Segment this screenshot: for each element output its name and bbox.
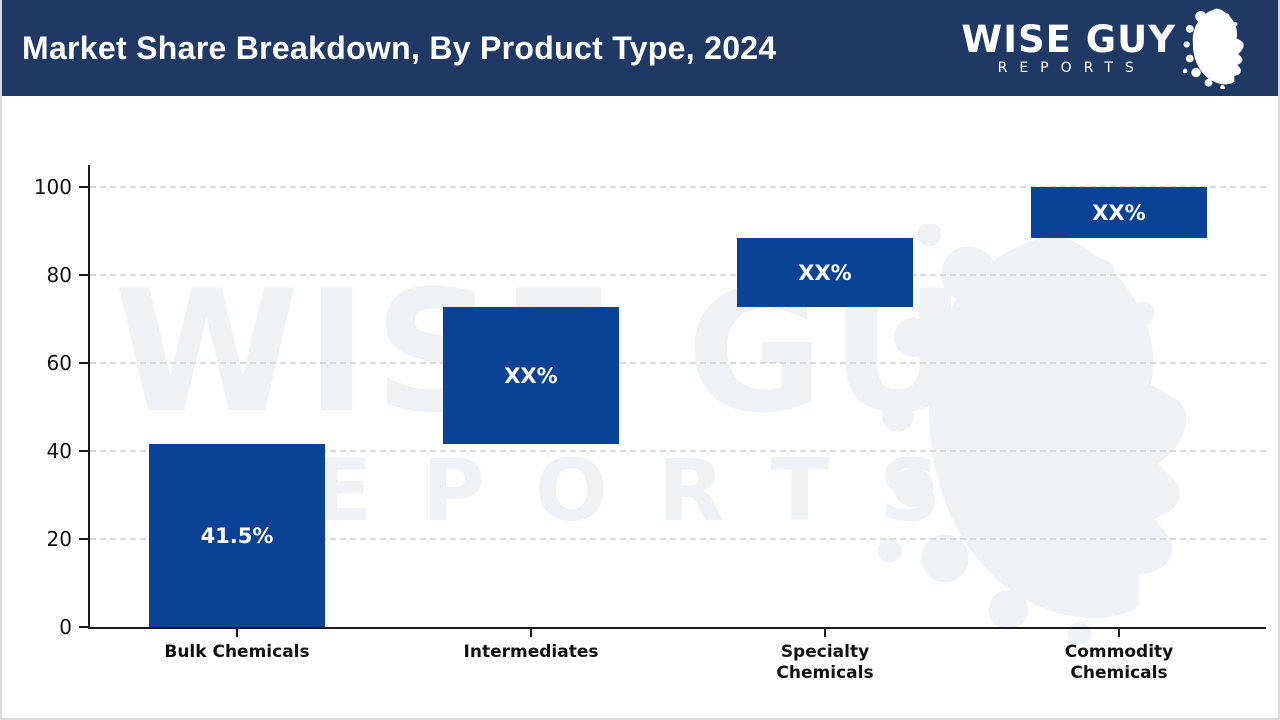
x-category-label: Intermediates (463, 642, 599, 662)
y-tick-label: 80 (46, 263, 72, 287)
bar-value-label: XX% (798, 260, 852, 285)
gridline (90, 186, 1266, 188)
x-axis-line (88, 627, 1266, 629)
page-title: Market Share Breakdown, By Product Type,… (22, 29, 777, 66)
gridline (90, 362, 1266, 364)
gridline (90, 450, 1266, 452)
logo-wordmark: WISE GUY (961, 18, 1176, 61)
y-tick-mark (79, 538, 88, 540)
gridline (90, 538, 1266, 540)
x-tick-mark (236, 629, 238, 637)
y-tick-label: 0 (59, 615, 72, 639)
bar-3: XX% (737, 238, 913, 308)
x-category-label: Bulk Chemicals (164, 642, 310, 662)
wiseguy-logo: WISE GUY REPORTS (961, 7, 1260, 89)
y-tick-label: 60 (46, 351, 72, 375)
bar-value-label: XX% (1092, 200, 1146, 225)
bar-2: XX% (443, 307, 619, 445)
y-tick-mark (79, 626, 88, 628)
y-tick-mark (79, 274, 88, 276)
x-category-label: Specialty Chemicals (776, 642, 874, 684)
y-tick-label: 40 (46, 439, 72, 463)
logo-subtitle: REPORTS (997, 60, 1146, 76)
header-bar: Market Share Breakdown, By Product Type,… (2, 0, 1278, 96)
bar-value-label: 41.5% (200, 523, 274, 548)
gridline (90, 274, 1266, 276)
y-tick-label: 20 (46, 527, 72, 551)
logo-face-icon (1182, 8, 1244, 89)
x-tick-mark (530, 629, 532, 637)
bar-value-label: XX% (504, 363, 558, 388)
y-tick-mark (79, 362, 88, 364)
bar-1: 41.5% (149, 444, 325, 627)
y-tick-mark (79, 186, 88, 188)
bar-4: XX% (1031, 187, 1207, 239)
chart-area: WISE GUY REPORTS 0 20 40 60 80 100 41.5% Bulk C… (2, 96, 1278, 718)
watermark-face-icon (874, 224, 1187, 644)
x-tick-mark (1118, 629, 1120, 637)
y-tick-label: 100 (33, 175, 72, 199)
x-tick-mark (824, 629, 826, 637)
logo-text: WISE GUY REPORTS (961, 21, 1176, 75)
x-category-label: Commodity Chemicals (1064, 642, 1174, 684)
y-axis-line (88, 165, 90, 629)
y-tick-mark (79, 450, 88, 452)
